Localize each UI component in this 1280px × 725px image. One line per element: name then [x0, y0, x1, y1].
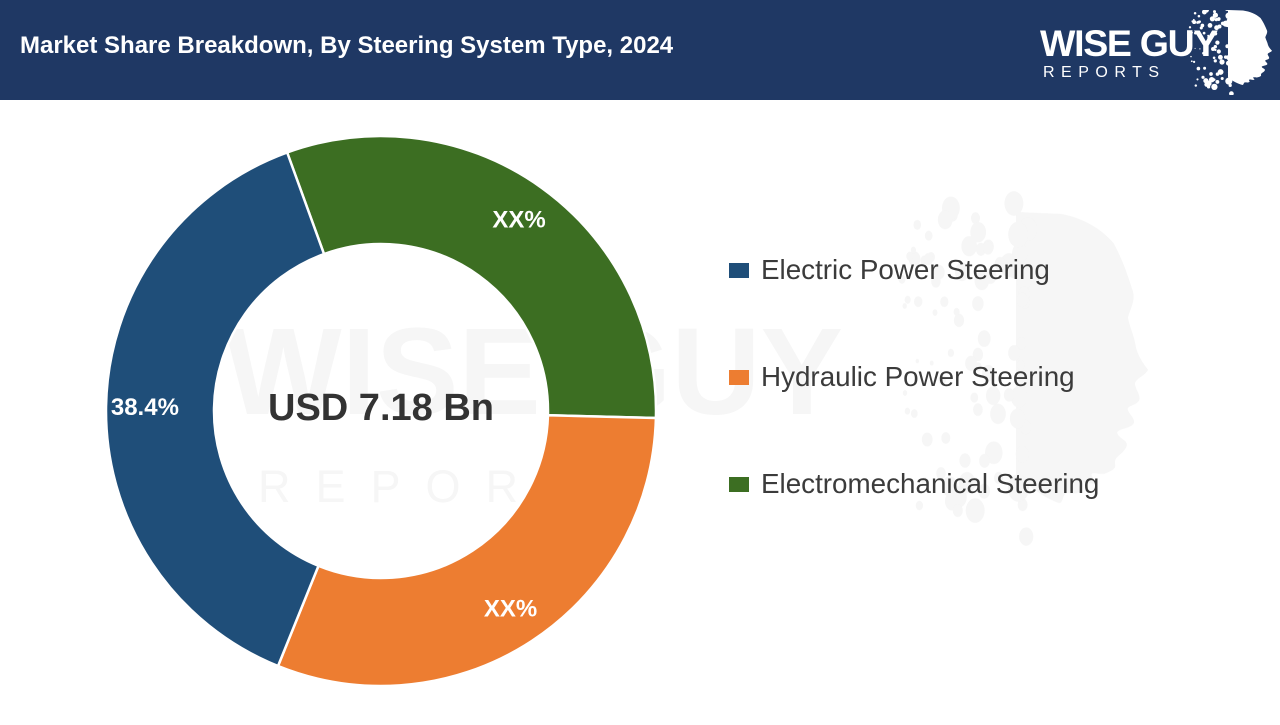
svg-text:XX%: XX% [484, 595, 537, 622]
svg-text:XX%: XX% [492, 206, 545, 233]
svg-text:38.4%: 38.4% [111, 394, 179, 421]
svg-text:USD 7.18 Bn: USD 7.18 Bn [268, 387, 494, 429]
svg-text:WISE GUY: WISE GUY [1040, 22, 1218, 64]
svg-text:REPORTS: REPORTS [1043, 64, 1166, 81]
